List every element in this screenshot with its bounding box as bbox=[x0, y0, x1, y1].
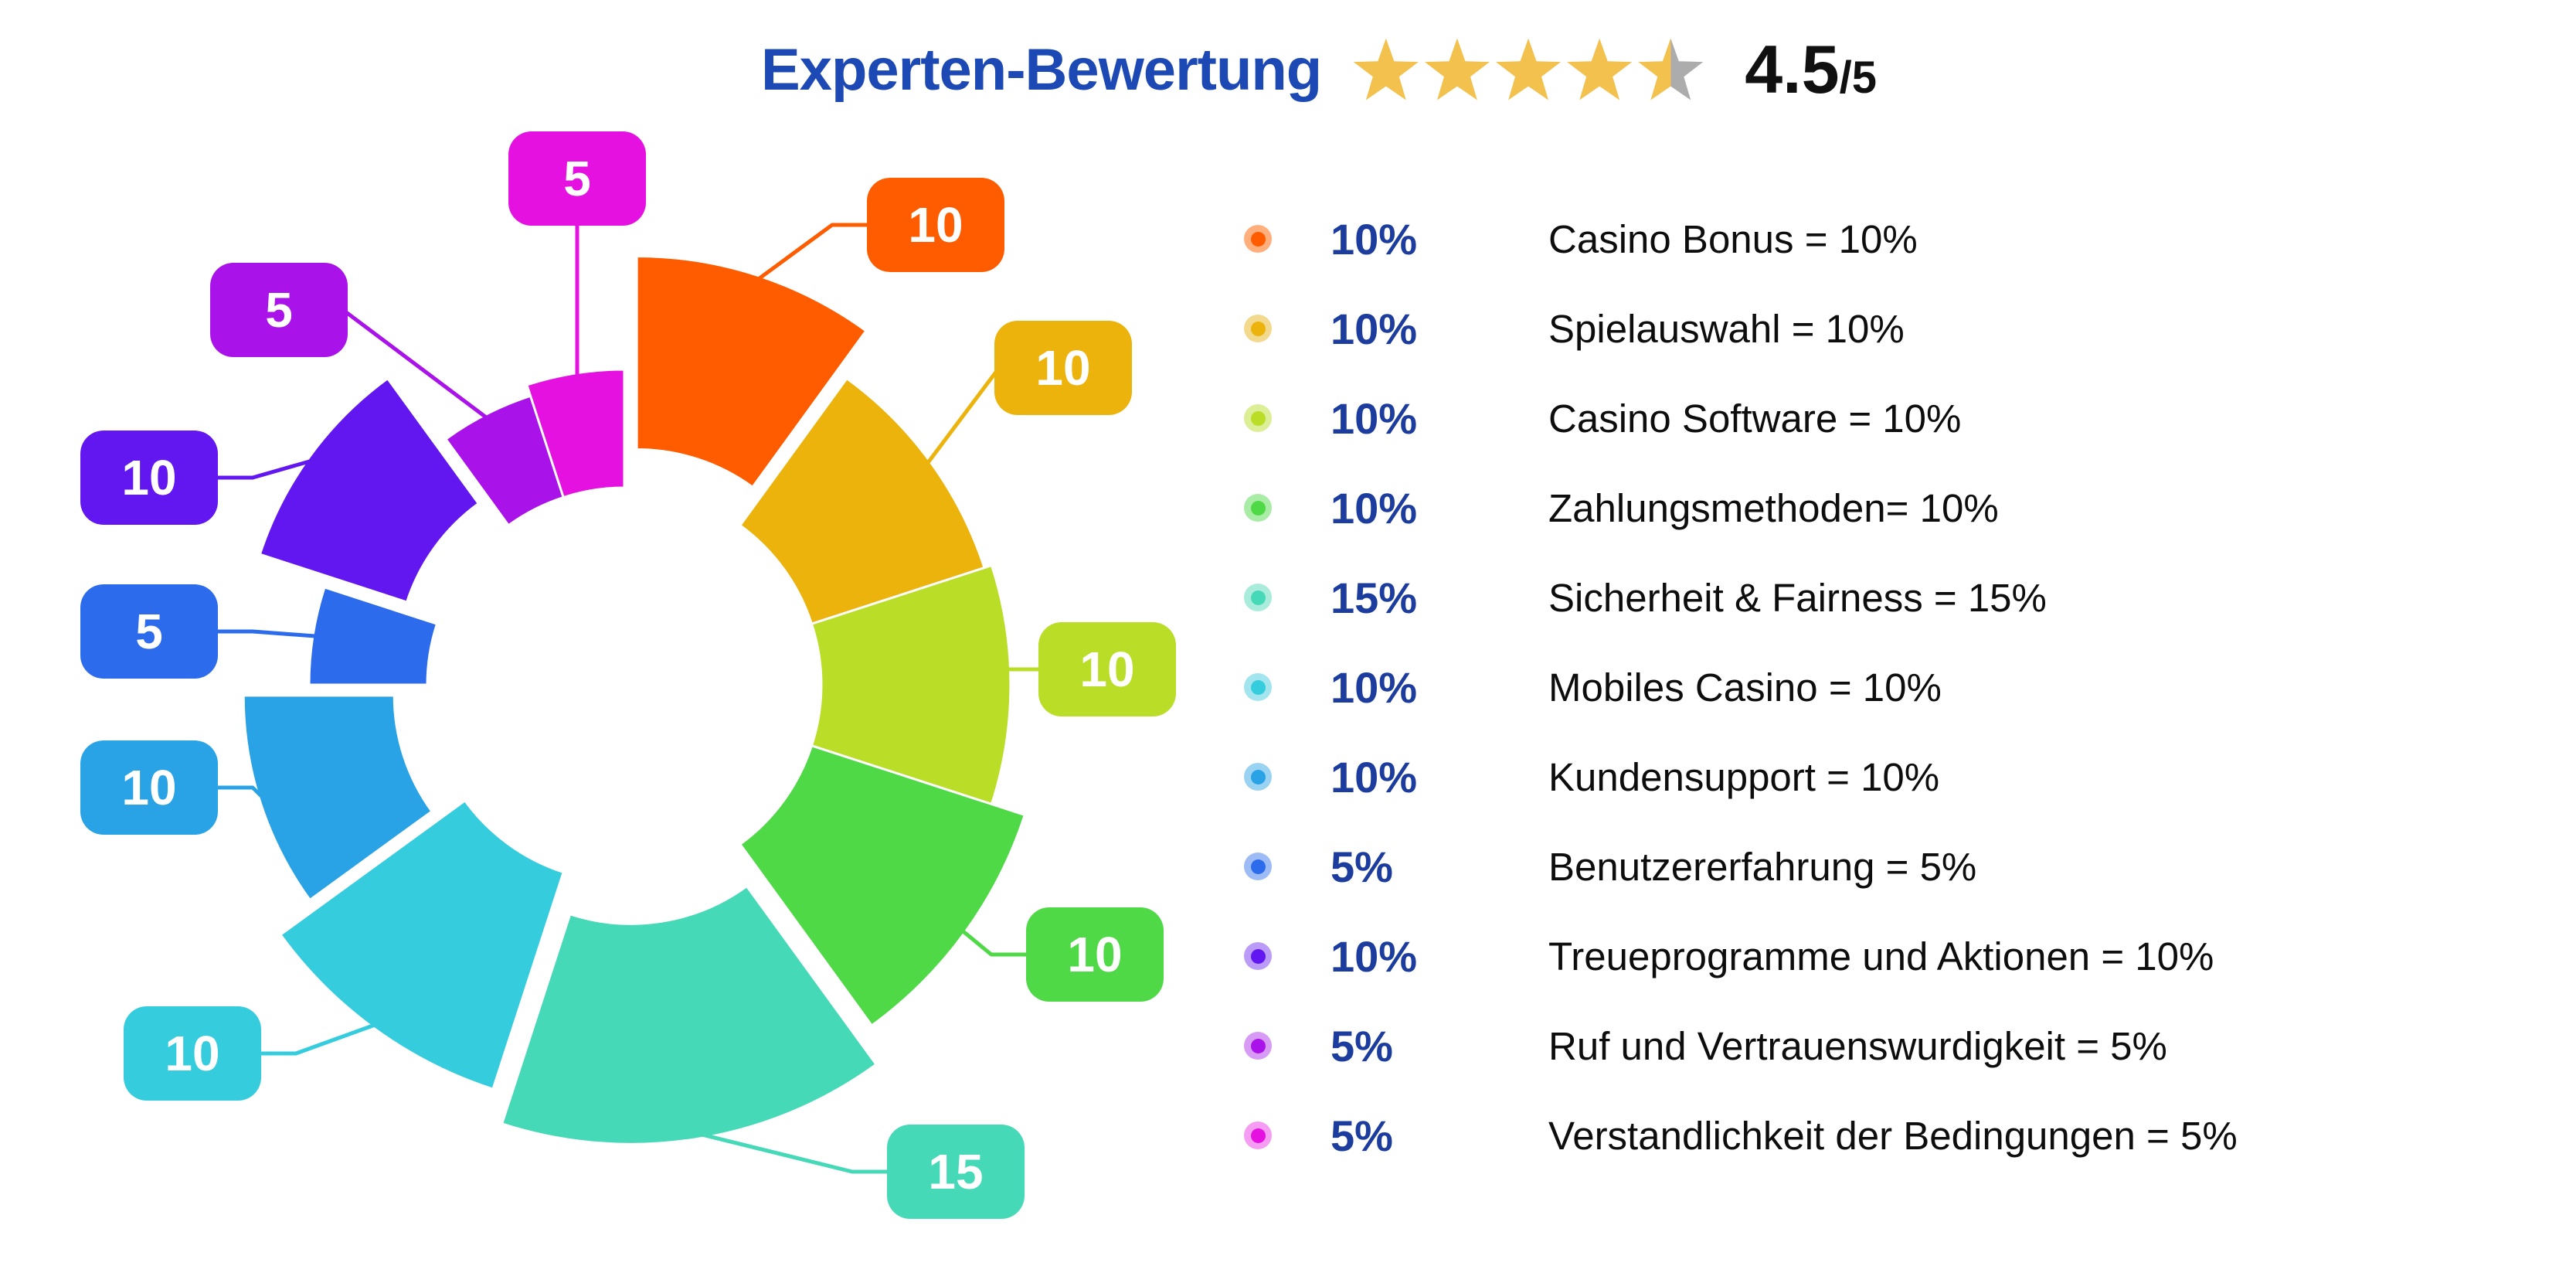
legend-dot-icon bbox=[1244, 404, 1272, 432]
legend-dot-icon bbox=[1244, 853, 1272, 880]
callout-line-4 bbox=[695, 1131, 892, 1174]
callout-line-5 bbox=[257, 1022, 379, 1056]
legend-row-3: 10% Zahlungsmethoden= 10% bbox=[1244, 463, 2238, 553]
legend-percent: 10% bbox=[1330, 304, 1418, 353]
donut-slice-6 bbox=[242, 694, 433, 902]
legend-label: Sicherheit & Fairness = 15% bbox=[1548, 575, 2047, 620]
legend-dot-core bbox=[1250, 679, 1266, 695]
legend-percent: 10% bbox=[1330, 752, 1418, 801]
rating: 4.5/5 bbox=[1745, 30, 1877, 109]
donut-slice-10 bbox=[525, 368, 626, 499]
donut-slice-5 bbox=[278, 798, 566, 1091]
header: Experten-Bewertung 4.5/5 bbox=[761, 23, 1877, 116]
legend-percent: 10% bbox=[1330, 662, 1418, 712]
legend-dot-icon bbox=[1244, 673, 1272, 701]
legend-label: Benutzererfahrung = 5% bbox=[1548, 844, 1977, 889]
legend-dot-icon bbox=[1244, 1032, 1272, 1060]
legend-row-10: 5% Verstandlichkeit der Bedingungen = 5% bbox=[1244, 1091, 2238, 1180]
callout-line-9 bbox=[342, 308, 491, 421]
legend-dot-core bbox=[1250, 410, 1266, 426]
donut-slice-4 bbox=[500, 884, 878, 1145]
legend-percent: 5% bbox=[1330, 1111, 1393, 1160]
legend-percent: 10% bbox=[1330, 483, 1418, 533]
legend-label: Mobiles Casino = 10% bbox=[1548, 665, 1942, 710]
legend-row-7: 5% Benutzererfahrung = 5% bbox=[1244, 822, 2238, 911]
legend-row-2: 10% Casino Software = 10% bbox=[1244, 373, 2238, 463]
legend: 10% Casino Bonus = 10% 10% Spielauswahl = 1… bbox=[1244, 194, 2238, 1180]
legend-dot-icon bbox=[1244, 584, 1272, 611]
star-half-icon bbox=[1638, 38, 1704, 100]
legend-dot-icon bbox=[1244, 942, 1272, 970]
rating-value: 4.5 bbox=[1745, 31, 1840, 107]
legend-dot-core bbox=[1250, 859, 1266, 874]
legend-dot-core bbox=[1250, 321, 1266, 336]
callout-line-0 bbox=[754, 223, 872, 283]
legend-row-0: 10% Casino Bonus = 10% bbox=[1244, 194, 2238, 284]
rating-suffix: /5 bbox=[1839, 53, 1877, 103]
star-full-icon bbox=[1425, 38, 1490, 100]
legend-percent: 5% bbox=[1330, 842, 1393, 891]
star-full-icon bbox=[1567, 38, 1633, 100]
donut-slice-0 bbox=[635, 254, 868, 489]
legend-dot-icon bbox=[1244, 763, 1272, 791]
callout-line-3 bbox=[958, 927, 1031, 957]
legend-percent: 5% bbox=[1330, 1021, 1393, 1070]
star-full-icon bbox=[1354, 38, 1419, 100]
legend-percent: 15% bbox=[1330, 573, 1418, 622]
legend-row-4: 15% Sicherheit & Fairness = 15% bbox=[1244, 553, 2238, 642]
star-rating-icons bbox=[1354, 38, 1704, 100]
donut-slice-7 bbox=[308, 586, 439, 686]
legend-percent: 10% bbox=[1330, 214, 1418, 264]
legend-dot-core bbox=[1250, 948, 1266, 964]
legend-dot-icon bbox=[1244, 494, 1272, 522]
legend-dot-core bbox=[1250, 769, 1266, 784]
legend-label: Verstandlichkeit der Bedingungen = 5% bbox=[1548, 1113, 2238, 1158]
legend-dot-core bbox=[1250, 1038, 1266, 1053]
donut-slice-3 bbox=[738, 744, 1027, 1027]
legend-label: Casino Bonus = 10% bbox=[1548, 216, 1918, 261]
legend-dot-icon bbox=[1244, 225, 1272, 253]
legend-label: Casino Software = 10% bbox=[1548, 396, 1962, 441]
legend-dot-core bbox=[1250, 500, 1266, 516]
legend-dot-icon bbox=[1244, 315, 1272, 342]
legend-dot-core bbox=[1250, 590, 1266, 605]
donut-slice-8 bbox=[258, 376, 481, 604]
callout-line-8 bbox=[213, 458, 316, 480]
legend-row-9: 5% Ruf und Vertrauenswurdigkeit = 5% bbox=[1244, 1001, 2238, 1091]
legend-label: Ruf und Vertrauenswurdigkeit = 5% bbox=[1548, 1023, 2167, 1068]
page-title: Experten-Bewertung bbox=[761, 36, 1322, 103]
legend-dot-core bbox=[1250, 231, 1266, 247]
legend-label: Treueprogramme und Aktionen = 10% bbox=[1548, 934, 2214, 978]
callout-line-2 bbox=[1001, 667, 1043, 686]
callout-line-1 bbox=[923, 366, 1001, 468]
legend-row-6: 10% Kundensupport = 10% bbox=[1244, 732, 2238, 822]
legend-label: Spielauswahl = 10% bbox=[1548, 306, 1905, 351]
legend-row-1: 10% Spielauswahl = 10% bbox=[1244, 284, 2238, 373]
legend-dot-core bbox=[1250, 1128, 1266, 1143]
legend-percent: 10% bbox=[1330, 393, 1418, 443]
legend-row-8: 10% Treueprogramme und Aktionen = 10% bbox=[1244, 911, 2238, 1001]
legend-label: Kundensupport = 10% bbox=[1548, 754, 1940, 799]
star-full-icon bbox=[1496, 38, 1562, 100]
callout-line-6 bbox=[213, 785, 268, 803]
legend-dot-icon bbox=[1244, 1121, 1272, 1149]
legend-row-5: 10% Mobiles Casino = 10% bbox=[1244, 642, 2238, 732]
callout-line-7 bbox=[213, 629, 320, 638]
legend-percent: 10% bbox=[1330, 931, 1418, 981]
legend-label: Zahlungsmethoden= 10% bbox=[1548, 485, 1999, 530]
